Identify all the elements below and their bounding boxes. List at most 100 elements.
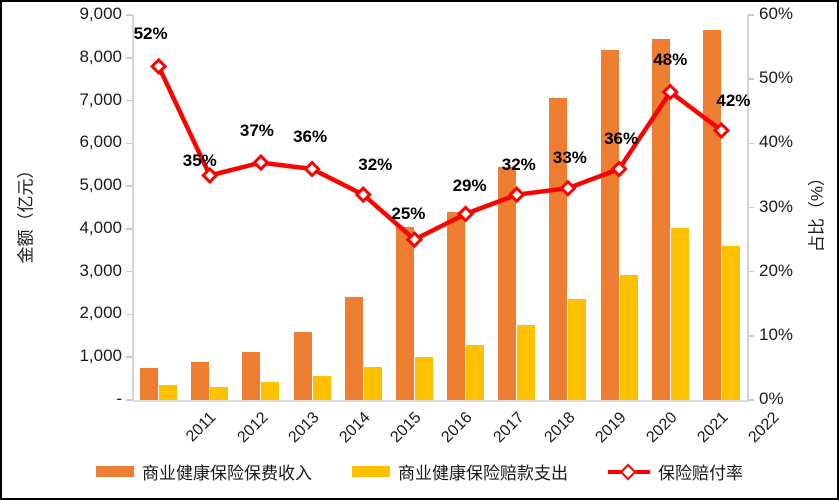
y-axis-left-tick-label: - <box>116 389 122 408</box>
legend-label: 商业健康保险保费收入 <box>142 464 312 483</box>
y-axis-left-tick <box>126 142 132 145</box>
y-axis-right-tick-label: 30% <box>759 196 794 216</box>
data-label-loss-ratio: 48% <box>653 50 688 69</box>
bar-claims-payout <box>261 382 280 400</box>
y-axis-left-tick <box>126 57 132 59</box>
y-axis-left-tick <box>126 14 132 16</box>
loss-ratio-line <box>156 64 724 242</box>
bar-claims-payout <box>210 387 229 400</box>
y-axis-right-tick <box>748 206 754 209</box>
y-axis-left-tick-label: 2,000 <box>79 303 122 323</box>
y-axis-left-tick <box>126 185 132 187</box>
x-axis-tick-label: 2019 <box>592 409 630 447</box>
y-axis-right-tick-label: 0% <box>759 389 784 408</box>
data-label-loss-ratio: 32% <box>358 154 393 174</box>
x-axis-tick-label: 2015 <box>387 409 425 447</box>
line-marker-diamond <box>252 153 270 172</box>
bar-claims-payout <box>363 367 382 400</box>
y-axis-left-tick-label: 6,000 <box>79 132 122 152</box>
bar-claims-payout <box>159 384 178 400</box>
x-axis-tick-label: 2017 <box>490 409 528 447</box>
data-label-loss-ratio: 33% <box>552 148 587 168</box>
loss-ratio-markers <box>149 57 731 249</box>
y-axis-left-tick <box>126 356 132 358</box>
y-axis-left-tick <box>126 270 132 273</box>
bar-claims-payout <box>721 246 740 400</box>
bar-claims-payout <box>619 275 638 400</box>
y-axis-left-tick-label: 5,000 <box>79 175 122 195</box>
bar-premium-income <box>651 38 670 400</box>
y-axis-right-line <box>747 15 749 400</box>
bar-claims-payout <box>466 344 485 400</box>
plot-area: 52% 35% 37% 36% 32% 25% 29% 32% 33% 36% 48% 42% <box>126 14 754 402</box>
bar-claims-payout <box>312 375 331 400</box>
y-axis-right-tick <box>748 399 754 401</box>
bar-premium-income <box>140 367 159 400</box>
bar-premium-income <box>549 97 568 400</box>
x-axis-tick-label: 2020 <box>643 409 681 447</box>
y-axis-left-tick-label: 3,000 <box>79 260 122 280</box>
y-axis-left-tick-label: 8,000 <box>79 46 122 66</box>
y-axis-left-tick-label: 1,000 <box>79 346 122 366</box>
legend-swatch-icon <box>352 466 390 477</box>
y-axis-left-tick-label: 9,000 <box>79 4 122 23</box>
bar-claims-payout <box>517 325 536 400</box>
y-axis-left-tick <box>126 313 132 316</box>
legend-label: 商业健康保险赔款支出 <box>398 464 568 483</box>
y-axis-left-line <box>132 15 134 400</box>
y-axis-right-tick-label: 60% <box>759 4 794 23</box>
data-label-loss-ratio: 35% <box>182 151 217 171</box>
legend-label: 保险赔付率 <box>658 464 743 483</box>
bar-premium-income <box>395 227 414 400</box>
bar-premium-income <box>600 50 619 400</box>
x-axis-line <box>132 400 749 402</box>
bar-claims-payout <box>414 357 433 400</box>
x-axis-tick-label: 2012 <box>234 409 272 447</box>
legend-item[interactable]: 商业健康保险赔款支出 <box>352 459 568 484</box>
y-axis-left-title: 金额（亿元） <box>16 161 36 264</box>
legend-item[interactable]: 商业健康保险保费收入 <box>96 459 312 484</box>
x-axis-tick-label: 2021 <box>694 409 732 447</box>
x-axis-tick-label: 2011 <box>182 409 220 446</box>
data-label-loss-ratio: 36% <box>293 127 328 146</box>
legend-swatch-icon <box>96 466 134 477</box>
y-axis-left-tick-label: 4,000 <box>79 217 122 237</box>
data-label-loss-ratio: 36% <box>604 129 639 148</box>
bar-premium-income <box>242 351 261 400</box>
y-axis-left-tick <box>126 228 132 230</box>
x-axis-tick-label: 2014 <box>336 409 374 447</box>
x-axis-tick-label: 2022 <box>745 409 784 447</box>
y-axis-right-tick <box>748 78 754 80</box>
y-axis-right-tick-label: 20% <box>759 260 794 280</box>
x-axis-tick-label: 2013 <box>285 409 323 447</box>
y-axis-right-tick <box>748 335 754 337</box>
data-label-loss-ratio: 52% <box>133 24 168 44</box>
bar-claims-payout <box>568 299 587 400</box>
y-axis-right-tick-label: 40% <box>759 132 794 152</box>
legend-item[interactable]: 保险赔付率 <box>608 459 743 484</box>
bar-premium-income <box>702 29 721 400</box>
bar-claims-payout <box>670 227 689 400</box>
line-marker-diamond <box>149 57 168 75</box>
line-marker-diamond <box>303 160 321 178</box>
data-label-loss-ratio: 25% <box>391 203 426 223</box>
x-axis-tick-label: 2016 <box>438 409 477 447</box>
y-axis-right-tick-label: 10% <box>759 324 794 344</box>
bar-premium-income <box>191 362 210 400</box>
bar-premium-income <box>293 332 312 400</box>
legend-line-diamond-icon <box>608 463 650 480</box>
bar-premium-income <box>447 212 466 400</box>
y-axis-right-tick <box>748 14 754 16</box>
y-axis-right-tick-label: 50% <box>759 68 794 88</box>
data-label-loss-ratio: 29% <box>452 175 487 195</box>
bar-premium-income <box>344 296 363 400</box>
y-axis-left-tick-label: 7,000 <box>79 89 122 109</box>
chart-legend: 商业健康保险保费收入 商业健康保险赔款支出 保险赔付率 <box>2 459 837 484</box>
x-axis-tick-label: 2018 <box>541 409 579 447</box>
data-label-loss-ratio: 32% <box>501 154 536 174</box>
data-label-loss-ratio: 37% <box>239 120 274 140</box>
data-label-loss-ratio: 42% <box>716 90 751 110</box>
line-marker-diamond <box>354 186 372 204</box>
y-axis-left-tick <box>126 99 132 102</box>
